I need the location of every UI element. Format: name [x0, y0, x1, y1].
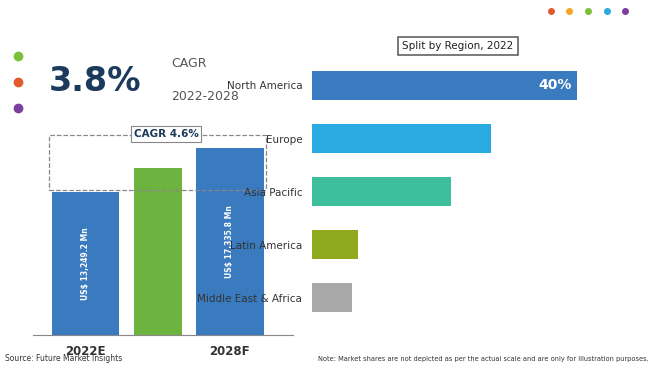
Bar	[312, 230, 358, 259]
Bar	[312, 283, 352, 312]
Text: Future Market Insights: Future Market Insights	[561, 38, 622, 42]
Text: 2022-2028: 2022-2028	[171, 90, 239, 103]
Bar	[312, 124, 491, 153]
Text: CAGR 4.6%: CAGR 4.6%	[134, 129, 198, 139]
Bar	[312, 71, 577, 100]
Text: CAGR: CAGR	[171, 57, 207, 70]
Bar	[196, 148, 264, 335]
Bar	[52, 192, 119, 335]
Text: 40%: 40%	[538, 78, 572, 93]
Bar	[312, 177, 451, 206]
Text: Note: Market shares are not depicted as per the actual scale and are only for il: Note: Market shares are not depicted as …	[318, 356, 649, 362]
Text: US$ 13,249.2 Mn: US$ 13,249.2 Mn	[81, 227, 90, 300]
Text: fmi: fmi	[575, 16, 608, 34]
Text: Split by Region, 2022: Split by Region, 2022	[402, 41, 514, 51]
Text: Global Rare Inflammatory Disease Treatment Market Analysis, 2022-2028: Global Rare Inflammatory Disease Treatme…	[10, 16, 618, 31]
Text: US$ 17,335.8 Mn: US$ 17,335.8 Mn	[226, 205, 235, 278]
Bar	[134, 167, 182, 335]
Text: Source: Future Market Insights: Source: Future Market Insights	[5, 354, 122, 363]
Text: 3.8%: 3.8%	[48, 65, 141, 98]
